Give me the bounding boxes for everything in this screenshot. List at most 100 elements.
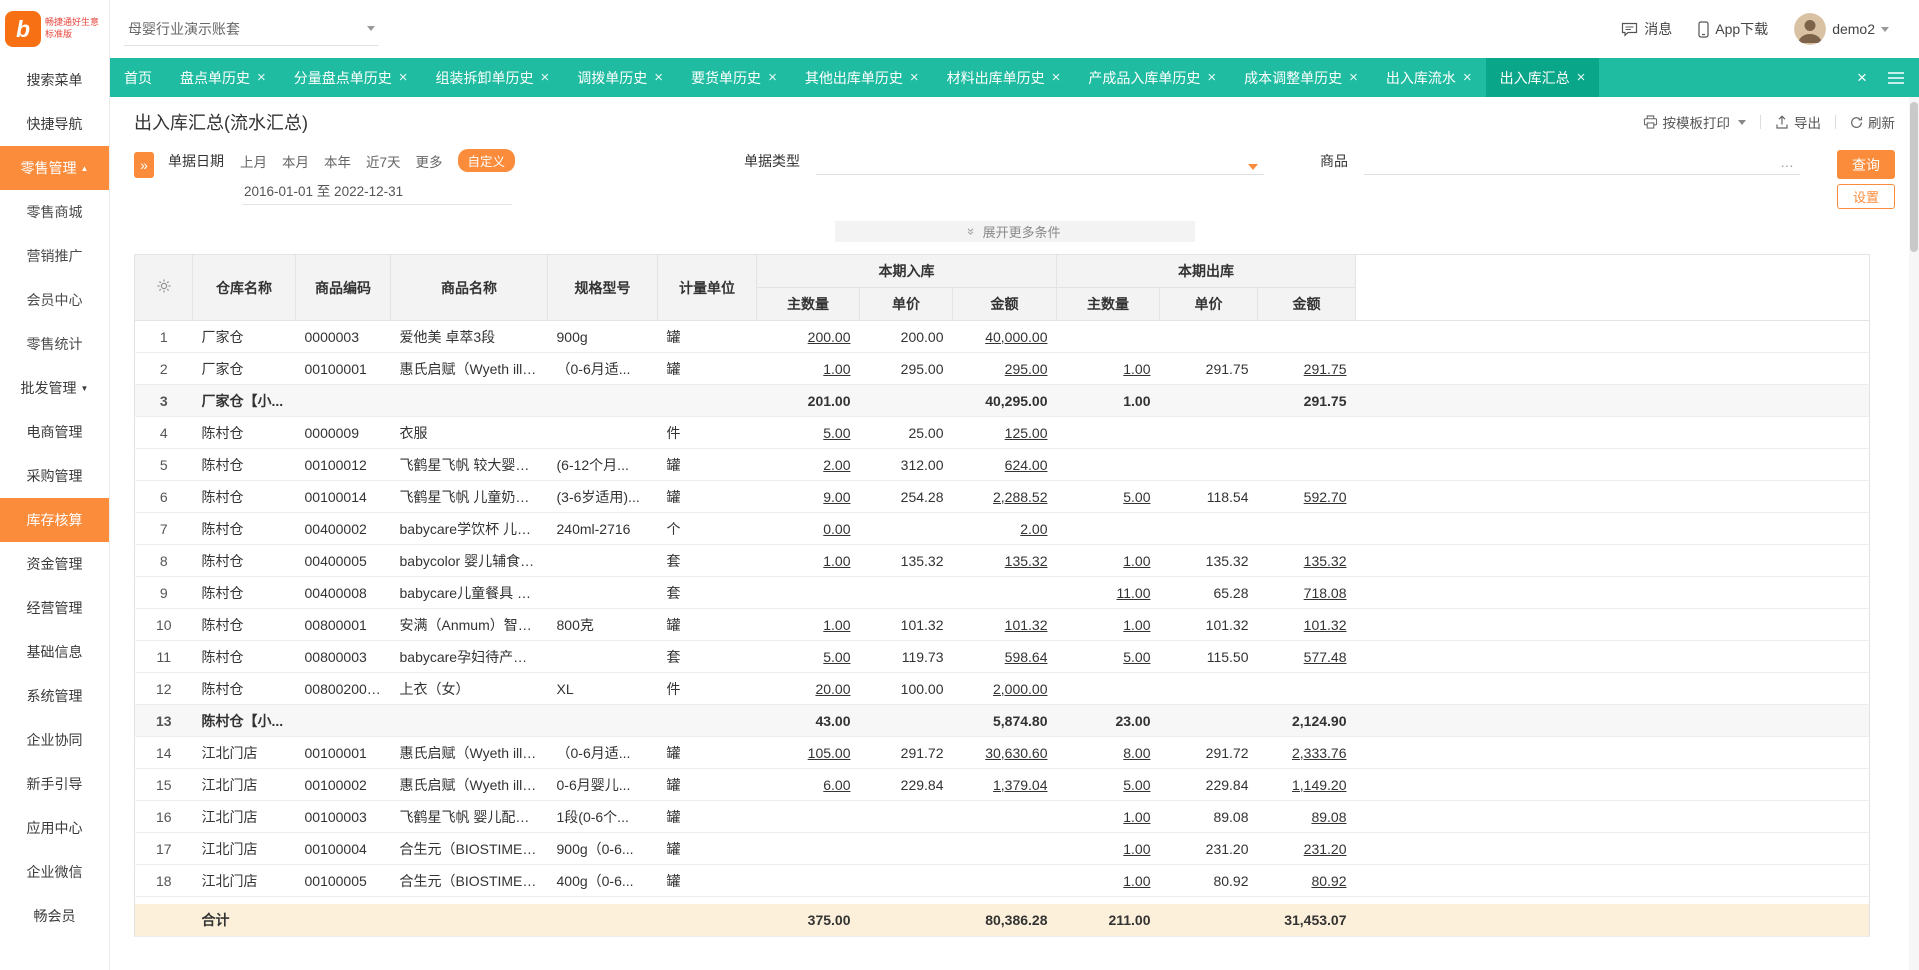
in-amount-cell[interactable]: 295.00: [952, 352, 1057, 385]
column-settings-header[interactable]: [134, 254, 193, 321]
sidebar-item-系统管理[interactable]: 系统管理: [0, 674, 109, 718]
out-amount-cell[interactable]: 135.32: [1257, 544, 1356, 577]
in-amount-cell[interactable]: 2,000.00: [952, 672, 1057, 705]
messages-button[interactable]: 消息: [1621, 19, 1672, 39]
tab-盘点单历史[interactable]: 盘点单历史 ×: [166, 58, 280, 97]
out-qty-cell[interactable]: 1.00: [1056, 544, 1160, 577]
tab-close-icon[interactable]: ×: [909, 69, 919, 86]
scrollbar-thumb[interactable]: [1910, 102, 1918, 252]
tab-close-icon[interactable]: ×: [1051, 69, 1061, 86]
out-qty-cell[interactable]: 1.00: [1056, 352, 1160, 385]
in-amount-cell-link[interactable]: 135.32: [1004, 552, 1048, 569]
out-qty-cell-link[interactable]: 11.00: [1116, 584, 1151, 601]
tab-close-icon[interactable]: ×: [1462, 69, 1472, 86]
in-qty-cell[interactable]: 5.00: [756, 640, 860, 673]
in-amount-cell[interactable]: 135.32: [952, 544, 1057, 577]
sidebar-item-快捷导航[interactable]: 快捷导航: [0, 102, 109, 146]
col-header-out-qty[interactable]: 主数量: [1056, 287, 1160, 321]
in-amount-cell-link[interactable]: 125.00: [1004, 424, 1048, 441]
in-qty-cell-link[interactable]: 9.00: [823, 488, 851, 505]
tab-调拨单历史[interactable]: 调拨单历史 ×: [563, 58, 677, 97]
sidebar-item-电商管理[interactable]: 电商管理: [0, 410, 109, 454]
date-preset-近7天[interactable]: 近7天: [366, 154, 401, 170]
date-preset-更多[interactable]: 更多: [415, 154, 443, 170]
in-qty-cell[interactable]: 20.00: [756, 672, 860, 705]
out-qty-cell[interactable]: 1.00: [1056, 832, 1160, 865]
in-amount-cell-link[interactable]: 624.00: [1004, 456, 1048, 473]
out-qty-cell-link[interactable]: 1.00: [1123, 616, 1151, 633]
account-select[interactable]: 母婴行业演示账套: [124, 13, 379, 46]
sidebar-item-企业协同[interactable]: 企业协同: [0, 718, 109, 762]
out-qty-cell-link[interactable]: 1.00: [1123, 840, 1151, 857]
close-tabs-icon[interactable]: ×: [1857, 67, 1867, 87]
out-qty-cell[interactable]: 5.00: [1056, 768, 1160, 801]
col-header-spec[interactable]: 规格型号: [547, 254, 658, 321]
expand-more-conditions[interactable]: » 展开更多条件: [834, 221, 1195, 242]
in-qty-cell-link[interactable]: 1.00: [823, 552, 851, 569]
out-amount-cell[interactable]: 1,149.20: [1257, 768, 1356, 801]
tab-材料出库单历史[interactable]: 材料出库单历史 ×: [933, 58, 1075, 97]
tab-close-icon[interactable]: ×: [1207, 69, 1217, 86]
app-download-button[interactable]: App下载: [1698, 19, 1768, 39]
out-amount-cell[interactable]: 2,333.76: [1257, 736, 1356, 769]
in-qty-cell[interactable]: 5.00: [756, 416, 860, 449]
out-amount-cell-link[interactable]: 577.48: [1303, 648, 1347, 665]
in-amount-cell[interactable]: 2.00: [952, 512, 1057, 545]
date-range-input[interactable]: 2016-01-01 至 2022-12-31: [242, 180, 512, 205]
out-qty-cell-link[interactable]: 1.00: [1123, 552, 1151, 569]
sidebar-item-零售管理[interactable]: 零售管理 ▲: [0, 146, 109, 190]
tab-首页[interactable]: 首页: [110, 58, 166, 97]
sidebar-item-企业微信[interactable]: 企业微信: [0, 850, 109, 894]
in-amount-cell-link[interactable]: 40,000.00: [985, 328, 1048, 345]
tab-出入库汇总[interactable]: 出入库汇总 ×: [1485, 58, 1600, 97]
out-qty-cell[interactable]: 5.00: [1056, 640, 1160, 673]
col-header-unit[interactable]: 计量单位: [657, 254, 757, 321]
in-amount-cell-link[interactable]: 295.00: [1004, 360, 1048, 377]
out-qty-cell[interactable]: 11.00: [1056, 576, 1160, 609]
in-qty-cell-link[interactable]: 1.00: [823, 360, 851, 377]
in-qty-cell[interactable]: 200.00: [756, 320, 860, 353]
out-amount-cell-link[interactable]: 101.32: [1303, 616, 1347, 633]
tab-close-icon[interactable]: ×: [540, 69, 550, 86]
tab-list-menu-icon[interactable]: [1879, 58, 1913, 97]
in-qty-cell[interactable]: 105.00: [756, 736, 860, 769]
print-by-template-button[interactable]: 按模板打印: [1643, 112, 1746, 132]
in-amount-cell-link[interactable]: 598.64: [1004, 648, 1048, 665]
col-header-warehouse[interactable]: 仓库名称: [192, 254, 296, 321]
col-header-in-price[interactable]: 单价: [859, 287, 953, 321]
sidebar-item-批发管理[interactable]: 批发管理 ▼: [0, 366, 109, 410]
out-qty-cell[interactable]: 1.00: [1056, 800, 1160, 833]
sidebar-item-新手引导[interactable]: 新手引导: [0, 762, 109, 806]
col-header-name[interactable]: 商品名称: [390, 254, 548, 321]
sidebar-item-应用中心[interactable]: 应用中心: [0, 806, 109, 850]
col-header-code[interactable]: 商品编码: [295, 254, 391, 321]
tab-close-icon[interactable]: ×: [654, 69, 664, 86]
in-qty-cell-link[interactable]: 200.00: [807, 328, 851, 345]
col-header-in-amount[interactable]: 金额: [952, 287, 1057, 321]
sidebar-item-零售商城[interactable]: 零售商城: [0, 190, 109, 234]
in-amount-cell[interactable]: 2,288.52: [952, 480, 1057, 513]
out-amount-cell-link[interactable]: 1,149.20: [1292, 776, 1347, 793]
out-qty-cell[interactable]: 1.00: [1056, 864, 1160, 897]
out-amount-cell[interactable]: 577.48: [1257, 640, 1356, 673]
in-amount-cell-link[interactable]: 2.00: [1020, 520, 1048, 537]
in-amount-cell[interactable]: 125.00: [952, 416, 1057, 449]
out-qty-cell-link[interactable]: 1.00: [1123, 808, 1151, 825]
tab-分量盘点单历史[interactable]: 分量盘点单历史 ×: [280, 58, 422, 97]
col-header-out-price[interactable]: 单价: [1159, 287, 1258, 321]
sidebar-item-营销推广[interactable]: 营销推广: [0, 234, 109, 278]
in-qty-cell[interactable]: 6.00: [756, 768, 860, 801]
out-qty-cell[interactable]: 5.00: [1056, 480, 1160, 513]
sidebar-item-采购管理[interactable]: 采购管理: [0, 454, 109, 498]
in-amount-cell[interactable]: 40,000.00: [952, 320, 1057, 353]
doc-type-select[interactable]: [816, 151, 1264, 175]
tab-出入库流水[interactable]: 出入库流水 ×: [1372, 58, 1486, 97]
out-amount-cell-link[interactable]: 135.32: [1303, 552, 1347, 569]
sidebar-item-搜索菜单[interactable]: 搜索菜单: [0, 58, 109, 102]
col-header-in-qty[interactable]: 主数量: [756, 287, 860, 321]
sidebar-item-经营管理[interactable]: 经营管理: [0, 586, 109, 630]
sidebar-item-会员中心[interactable]: 会员中心: [0, 278, 109, 322]
date-preset-本年[interactable]: 本年: [324, 154, 351, 170]
out-amount-cell[interactable]: 592.70: [1257, 480, 1356, 513]
out-amount-cell[interactable]: 718.08: [1257, 576, 1356, 609]
